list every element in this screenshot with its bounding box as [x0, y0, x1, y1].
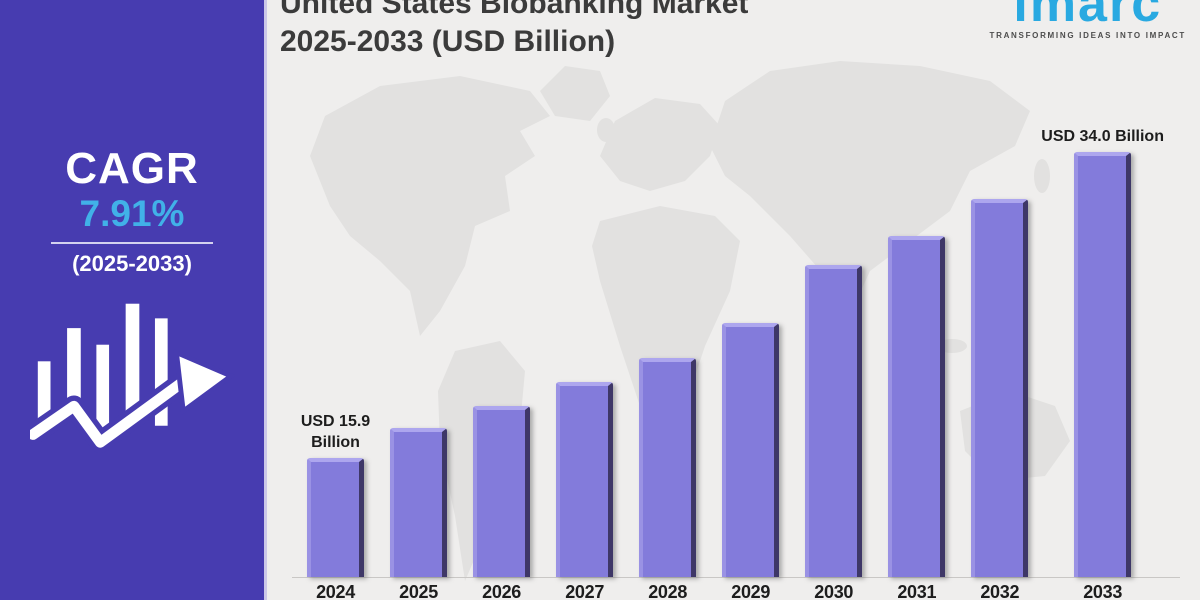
year-label-2026: 2026: [482, 582, 521, 600]
bar-column-2033: USD 34.0 Billion 2033: [1041, 0, 1164, 600]
bar-2030: [805, 265, 863, 577]
bar-column-2028: 2028: [626, 0, 709, 600]
year-label-2028: 2028: [648, 582, 688, 600]
bar-2026: [473, 406, 531, 577]
bar-2027: [556, 382, 614, 577]
cagr-label: CAGR: [65, 144, 199, 193]
bar-column-2030: 2030: [792, 0, 875, 600]
data-label-2024: USD 15.9 Billion: [300, 413, 371, 451]
imarc-logo-tagline: TRANSFORMING IDEAS INTO IMPACT: [989, 31, 1186, 40]
year-label-2025: 2025: [399, 582, 438, 600]
bar-column-2027: 2027: [543, 0, 626, 600]
imarc-logo-wordmark: imarc: [1013, 0, 1163, 33]
bar-column-2026: 2026: [460, 0, 543, 600]
cagr-period: (2025-2033): [72, 251, 192, 276]
year-label-2032: 2032: [980, 582, 1020, 600]
bar-2031: [888, 236, 946, 577]
bar-2024: [307, 458, 365, 577]
bar-column-2031: 2031: [875, 0, 958, 600]
year-label-2024: 2024: [316, 582, 355, 600]
growth-chart-arrow-icon: [21, 295, 236, 458]
divider: [51, 242, 213, 244]
year-label-2029: 2029: [731, 582, 771, 600]
bar-column-2029: 2029: [709, 0, 792, 600]
bar-column-2024: USD 15.9 Billion 2024: [294, 0, 377, 600]
chart-title: United States Biobanking Market 2025-203…: [280, 0, 920, 61]
bar-2028: [639, 358, 697, 577]
year-label-2030: 2030: [814, 582, 854, 600]
bar-column-2025: 2025: [377, 0, 460, 600]
chart-title-line2: 2025-2033 (USD Billion): [280, 25, 616, 58]
chart-area: United States Biobanking Market 2025-203…: [270, 0, 1200, 600]
bar-2029: [722, 323, 780, 577]
year-label-2033: 2033: [1083, 582, 1123, 600]
cagr-value: 7.91%: [79, 193, 185, 234]
year-label-2027: 2027: [565, 582, 605, 600]
bar-column-2032: 2032: [958, 0, 1041, 600]
x-axis-line: [292, 577, 1180, 578]
bar-2033: [1074, 152, 1132, 577]
cagr-sidebar: CAGR 7.91% (2025-2033): [0, 0, 267, 600]
year-label-2031: 2031: [897, 582, 937, 600]
bar-2032: [971, 199, 1029, 577]
imarc-logo: imarc TRANSFORMING IDEAS INTO IMPACT: [990, 0, 1186, 40]
chart-title-line1: United States Biobanking Market: [280, 0, 749, 20]
bar-2025: [390, 428, 448, 577]
bar-series: USD 15.9 Billion 2024 2025 2026 2027 2028 2029…: [294, 0, 1164, 600]
data-label-2033: USD 34.0 Billion: [1041, 128, 1164, 145]
